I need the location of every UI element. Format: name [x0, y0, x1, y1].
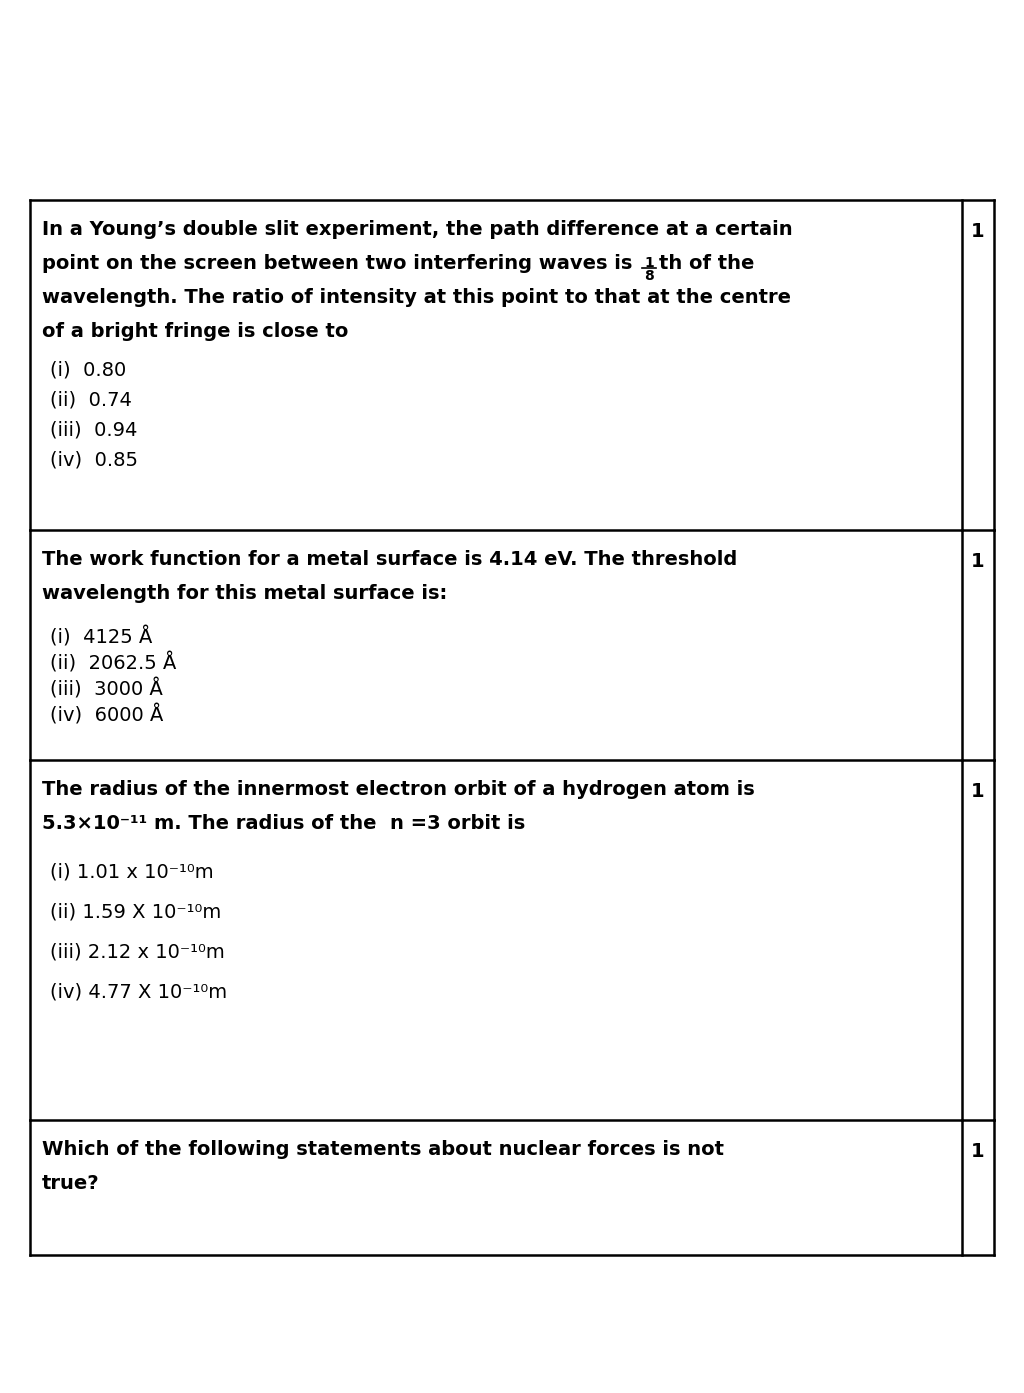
- Text: true?: true?: [42, 1174, 99, 1192]
- Text: The work function for a metal surface is 4.14 eV. The threshold: The work function for a metal surface is…: [42, 550, 737, 568]
- Text: (iii) 2.12 x 10⁻¹⁰m: (iii) 2.12 x 10⁻¹⁰m: [50, 942, 224, 961]
- Text: (ii)  2062.5 Å: (ii) 2062.5 Å: [50, 652, 176, 673]
- Text: 1: 1: [644, 256, 654, 270]
- Text: point on the screen between two interfering waves is: point on the screen between two interfer…: [42, 254, 639, 273]
- Text: (iv)  6000 Å: (iv) 6000 Å: [50, 703, 163, 724]
- Text: th of the: th of the: [659, 254, 755, 273]
- Text: of a bright fringe is close to: of a bright fringe is close to: [42, 322, 348, 341]
- Text: 1: 1: [971, 552, 985, 571]
- Text: (ii) 1.59 X 10⁻¹⁰m: (ii) 1.59 X 10⁻¹⁰m: [50, 903, 221, 921]
- Text: 1: 1: [971, 1142, 985, 1160]
- Text: 1: 1: [971, 781, 985, 801]
- Text: (ii)  0.74: (ii) 0.74: [50, 390, 132, 410]
- Text: (iii)  0.94: (iii) 0.94: [50, 421, 137, 439]
- Text: wavelength. The ratio of intensity at this point to that at the centre: wavelength. The ratio of intensity at th…: [42, 288, 791, 306]
- Text: (iii)  3000 Å: (iii) 3000 Å: [50, 678, 163, 699]
- Text: In a Young’s double slit experiment, the path difference at a certain: In a Young’s double slit experiment, the…: [42, 220, 793, 240]
- Text: Which of the following statements about nuclear forces is not: Which of the following statements about …: [42, 1139, 724, 1159]
- Text: 1: 1: [971, 221, 985, 241]
- Text: (i)  4125 Å: (i) 4125 Å: [50, 625, 153, 646]
- Text: 5.3×10⁻¹¹ m. The radius of the  n =3 orbit is: 5.3×10⁻¹¹ m. The radius of the n =3 orbi…: [42, 814, 525, 833]
- Text: (iv)  0.85: (iv) 0.85: [50, 450, 138, 469]
- Text: wavelength for this metal surface is:: wavelength for this metal surface is:: [42, 584, 447, 603]
- Text: (i)  0.80: (i) 0.80: [50, 359, 126, 379]
- Text: The radius of the innermost electron orbit of a hydrogen atom is: The radius of the innermost electron orb…: [42, 780, 755, 800]
- Text: (i) 1.01 x 10⁻¹⁰m: (i) 1.01 x 10⁻¹⁰m: [50, 862, 214, 880]
- Text: 8: 8: [644, 269, 654, 283]
- Text: (iv) 4.77 X 10⁻¹⁰m: (iv) 4.77 X 10⁻¹⁰m: [50, 982, 227, 1002]
